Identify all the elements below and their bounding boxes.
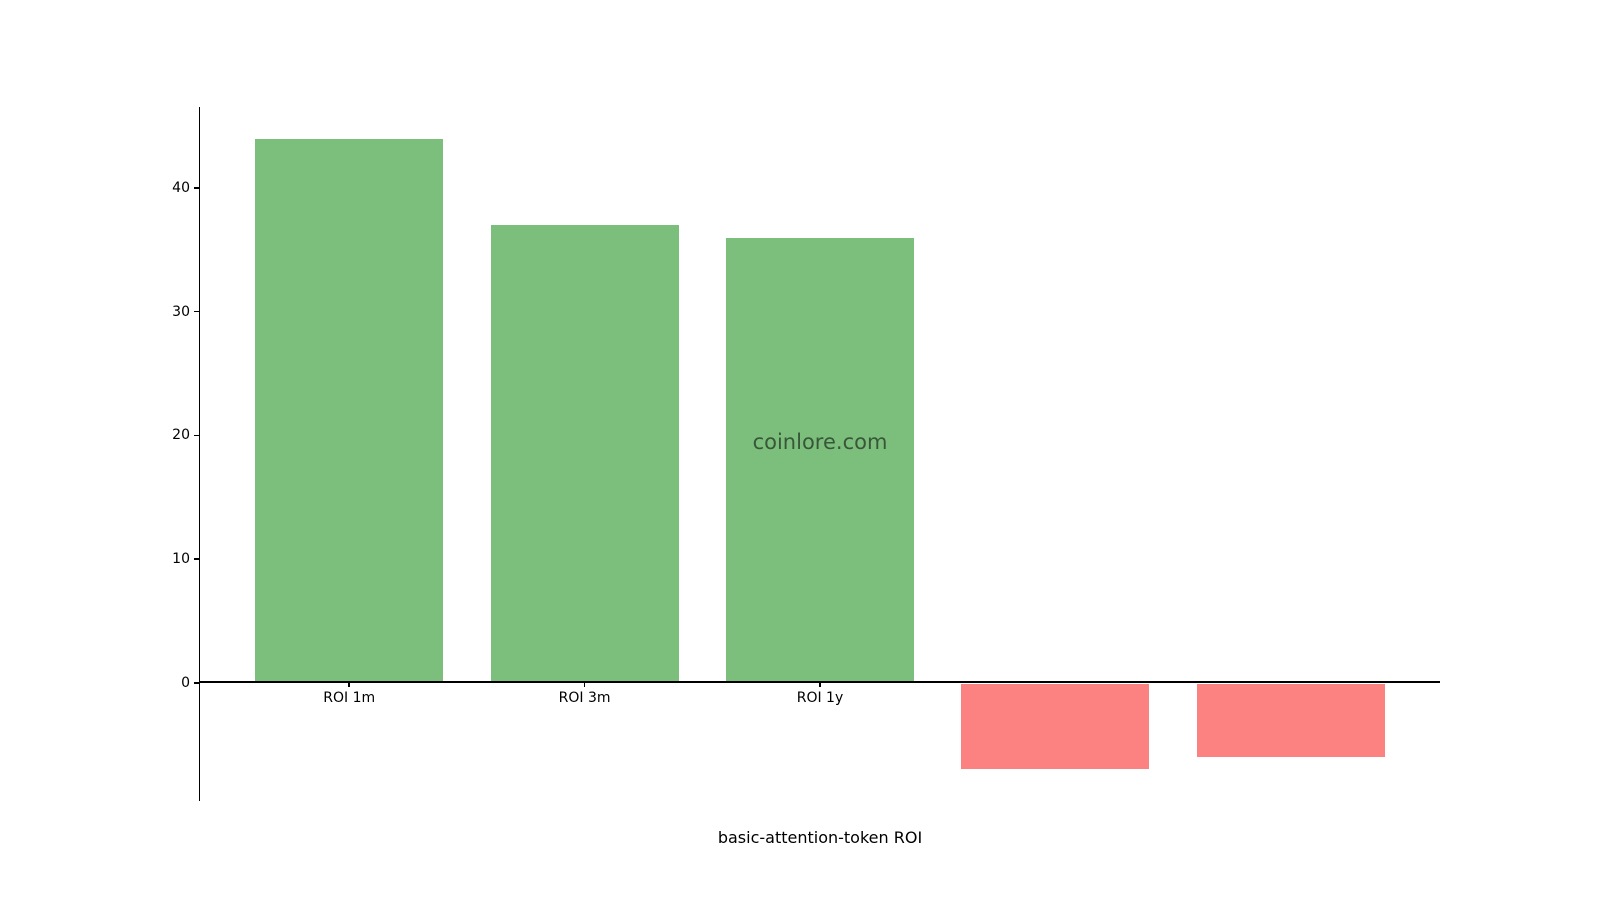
y-tick-mark	[193, 310, 199, 313]
bar-5	[1196, 683, 1385, 758]
y-tick-label: 0	[181, 674, 190, 691]
y-tick-label: 20	[172, 427, 190, 444]
bar-roi-1y	[726, 237, 914, 683]
y-tick-mark	[193, 682, 199, 684]
y-tick-mark	[193, 187, 199, 189]
x-tick-mark	[583, 682, 586, 688]
y-tick-mark	[193, 434, 199, 437]
bar-roi-1m	[255, 138, 444, 683]
x-tick-label: ROI 3m	[558, 689, 611, 706]
chart-title: basic-attention-token ROI	[717, 828, 923, 847]
y-axis-line	[198, 107, 200, 801]
y-tick-label: 10	[172, 551, 190, 568]
y-tick-mark	[193, 558, 199, 560]
y-tick-label: 40	[172, 180, 190, 197]
x-tick-label: ROI 1y	[796, 689, 844, 706]
x-tick-mark	[348, 682, 350, 688]
x-tick-mark	[819, 682, 821, 688]
y-tick-label: 30	[172, 303, 190, 320]
x-tick-label: ROI 1m	[323, 689, 376, 706]
bar-4	[961, 683, 1150, 770]
watermark-text: coinlore.com	[752, 430, 888, 454]
x-axis-zero-line	[198, 681, 1440, 683]
bar-roi-3m	[490, 225, 679, 683]
